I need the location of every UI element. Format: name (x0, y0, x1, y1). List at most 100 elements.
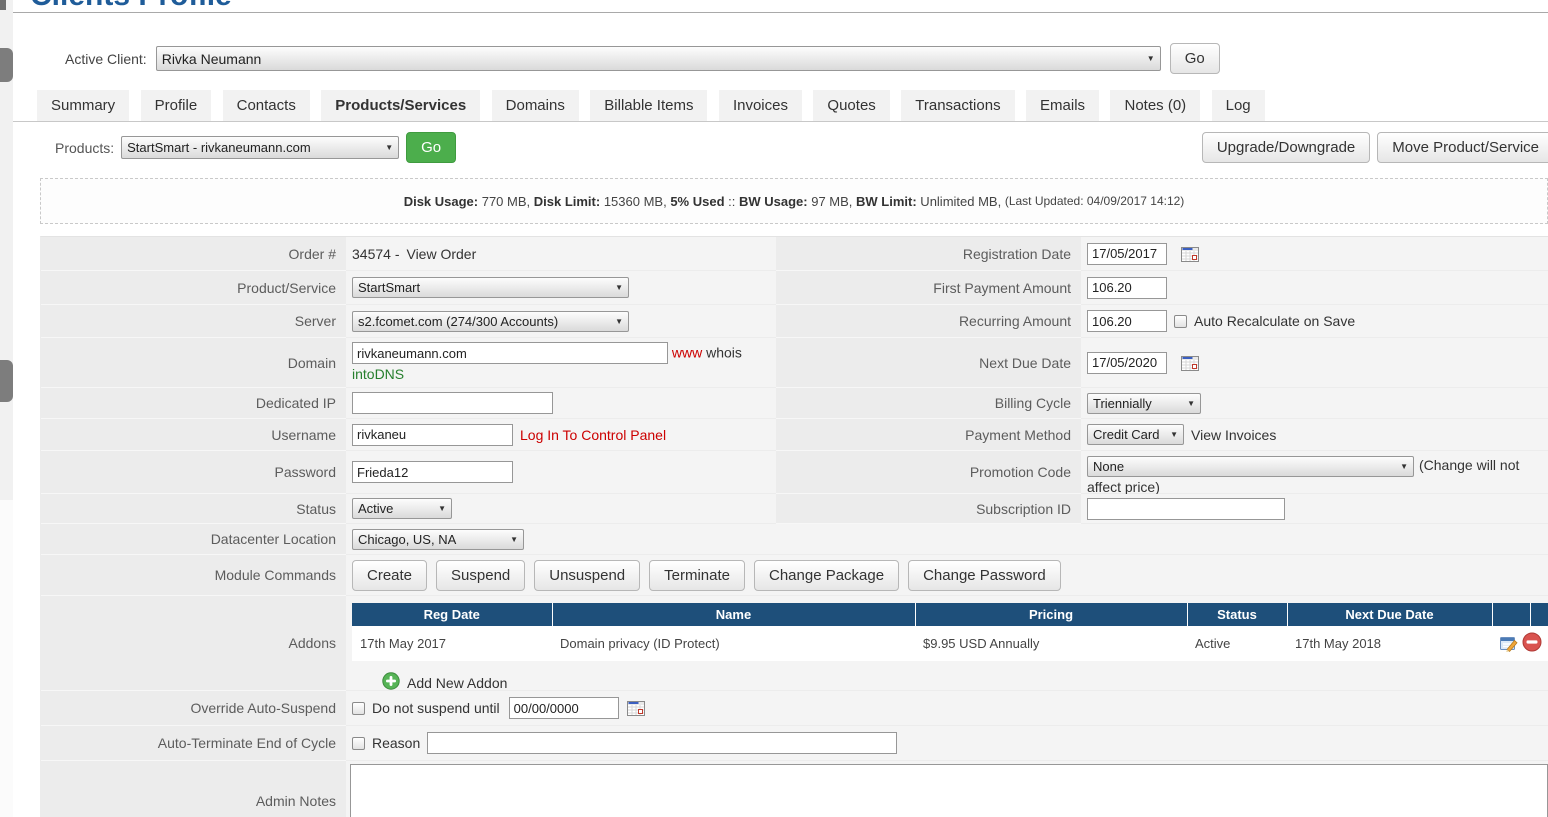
active-client-go-button[interactable]: Go (1169, 43, 1220, 74)
www-link[interactable]: www (671, 344, 703, 361)
col-reg-date: Reg Date (352, 603, 552, 626)
addon-status: Active (1187, 626, 1287, 661)
create-button[interactable]: Create (352, 559, 428, 591)
bw-usage-label: BW Usage: (738, 193, 808, 209)
tab-notes[interactable]: Notes (0) (1110, 90, 1201, 121)
tab-domains[interactable]: Domains (491, 90, 579, 121)
tab-products-services[interactable]: Products/Services (321, 90, 481, 121)
field-label-next-due-date: Next Due Date (776, 338, 1081, 388)
view-order-link[interactable]: View Order (406, 245, 477, 262)
field-label-addons: Addons (41, 596, 346, 691)
order-value-cell: 34574 - View Order (346, 237, 776, 271)
server-select[interactable]: s2.fcomet.com (274/300 Accounts) ▼ (352, 310, 629, 332)
field-label-server: Server (41, 305, 346, 338)
terminate-button[interactable]: Terminate (649, 559, 745, 591)
disk-limit-value: 15360 MB, (600, 193, 671, 209)
first-payment-input[interactable] (1087, 276, 1167, 299)
auto-terminate-cell: Reason (346, 726, 1548, 761)
tab-bar: Summary Profile Contacts Products/Servic… (13, 90, 1548, 122)
server-cell: s2.fcomet.com (274/300 Accounts) ▼ (346, 305, 776, 338)
field-label-username: Username (41, 419, 346, 451)
tab-billable-items[interactable]: Billable Items (590, 90, 708, 121)
chevron-down-icon: ▼ (510, 534, 518, 544)
calendar-icon[interactable] (1180, 245, 1200, 263)
addon-pricing: $9.95 USD Annually (915, 626, 1187, 661)
upgrade-downgrade-button[interactable]: Upgrade/Downgrade (1201, 132, 1371, 163)
tab-emails[interactable]: Emails (1026, 90, 1100, 121)
field-label-registration-date: Registration Date (776, 237, 1081, 271)
whois-link[interactable]: whois (706, 344, 742, 361)
usage-stats-bar: Disk Usage: 770 MB, Disk Limit: 15360 MB… (40, 178, 1548, 224)
field-label-override-auto-suspend: Override Auto-Suspend (41, 691, 346, 726)
field-label-promotion-code: Promotion Code (776, 451, 1081, 494)
change-password-button[interactable]: Change Password (908, 559, 1061, 591)
addon-next-due: 17th May 2018 (1287, 626, 1492, 661)
next-due-date-input[interactable] (1087, 351, 1167, 374)
password-input[interactable] (352, 461, 513, 483)
username-cell: Log In To Control Panel (346, 419, 776, 451)
payment-method-select[interactable]: Credit Card ▼ (1087, 424, 1184, 445)
subscription-id-input[interactable] (1087, 497, 1285, 520)
suspend-button[interactable]: Suspend (436, 559, 526, 591)
product-service-select[interactable]: StartSmart ▼ (352, 277, 629, 298)
auto-recalculate-label: Auto Recalculate on Save (1194, 313, 1356, 329)
delete-addon-icon[interactable] (1522, 632, 1542, 655)
datacenter-select[interactable]: Chicago, US, NA ▼ (352, 528, 524, 550)
tab-transactions[interactable]: Transactions (901, 90, 1015, 121)
recurring-amount-input[interactable] (1087, 310, 1167, 332)
auto-recalculate-checkbox[interactable] (1174, 314, 1187, 328)
unsuspend-button[interactable]: Unsuspend (534, 559, 641, 591)
chevron-down-icon: ▼ (615, 283, 623, 292)
status-select[interactable]: Active ▼ (352, 498, 452, 519)
datacenter-cell: Chicago, US, NA ▼ (346, 524, 1548, 555)
move-product-service-button[interactable]: Move Product/Service (1377, 132, 1548, 163)
login-control-panel-link[interactable]: Log In To Control Panel (520, 426, 667, 443)
calendar-icon[interactable] (1180, 354, 1200, 372)
admin-notes-textarea[interactable] (350, 764, 1548, 817)
intodns-link[interactable]: intoDNS (352, 366, 405, 382)
chevron-down-icon: ▼ (385, 143, 394, 152)
view-invoices-link[interactable]: View Invoices (1191, 426, 1277, 443)
products-select[interactable]: StartSmart - rivkaneumann.com ▼ (121, 136, 400, 159)
bw-usage-value: 97 MB, (807, 193, 857, 209)
password-cell (346, 451, 776, 494)
field-label-recurring-amount: Recurring Amount (776, 305, 1081, 338)
chevron-down-icon: ▼ (438, 504, 446, 513)
sidebar-collapsed-tab[interactable] (0, 48, 13, 82)
change-package-button[interactable]: Change Package (754, 559, 900, 591)
tab-invoices[interactable]: Invoices (718, 90, 802, 121)
calendar-icon[interactable] (626, 699, 646, 717)
tab-log[interactable]: Log (1211, 90, 1265, 121)
domain-input[interactable] (352, 342, 668, 364)
override-auto-suspend-checkbox[interactable] (352, 701, 365, 715)
field-label-module-commands: Module Commands (41, 555, 346, 596)
dedicated-ip-input[interactable] (352, 392, 553, 414)
terminate-reason-input[interactable] (427, 732, 898, 754)
first-payment-cell (1081, 271, 1548, 305)
field-label-payment-method: Payment Method (776, 419, 1081, 451)
product-service-cell: StartSmart ▼ (346, 271, 776, 305)
col-pricing: Pricing (914, 603, 1187, 626)
tab-profile[interactable]: Profile (140, 90, 212, 121)
tab-summary[interactable]: Summary (37, 90, 130, 121)
username-input[interactable] (352, 423, 513, 446)
products-go-button[interactable]: Go (406, 132, 457, 163)
edit-addon-icon[interactable] (1500, 637, 1522, 655)
sidebar-collapsed-tab[interactable] (0, 360, 13, 402)
suspend-until-input[interactable] (508, 697, 619, 719)
module-commands-cell: Create Suspend Unsuspend Terminate Chang… (346, 555, 1548, 596)
billing-cycle-select[interactable]: Triennially ▼ (1087, 392, 1201, 414)
registration-date-input[interactable] (1087, 242, 1167, 265)
col-delete (1529, 603, 1548, 626)
add-icon (382, 672, 400, 693)
override-text: Do not suspend until (372, 700, 500, 716)
add-new-addon-link[interactable]: Add New Addon (382, 672, 507, 693)
field-label-first-payment: First Payment Amount (776, 271, 1081, 305)
tab-quotes[interactable]: Quotes (813, 90, 890, 121)
active-client-select[interactable]: Rivka Neumann ▼ (155, 46, 1161, 71)
tab-contacts[interactable]: Contacts (222, 90, 310, 121)
auto-terminate-checkbox[interactable] (352, 736, 365, 750)
promotion-code-select[interactable]: None ▼ (1087, 455, 1414, 477)
chevron-down-icon: ▼ (1146, 54, 1155, 63)
subscription-id-cell (1081, 494, 1548, 524)
